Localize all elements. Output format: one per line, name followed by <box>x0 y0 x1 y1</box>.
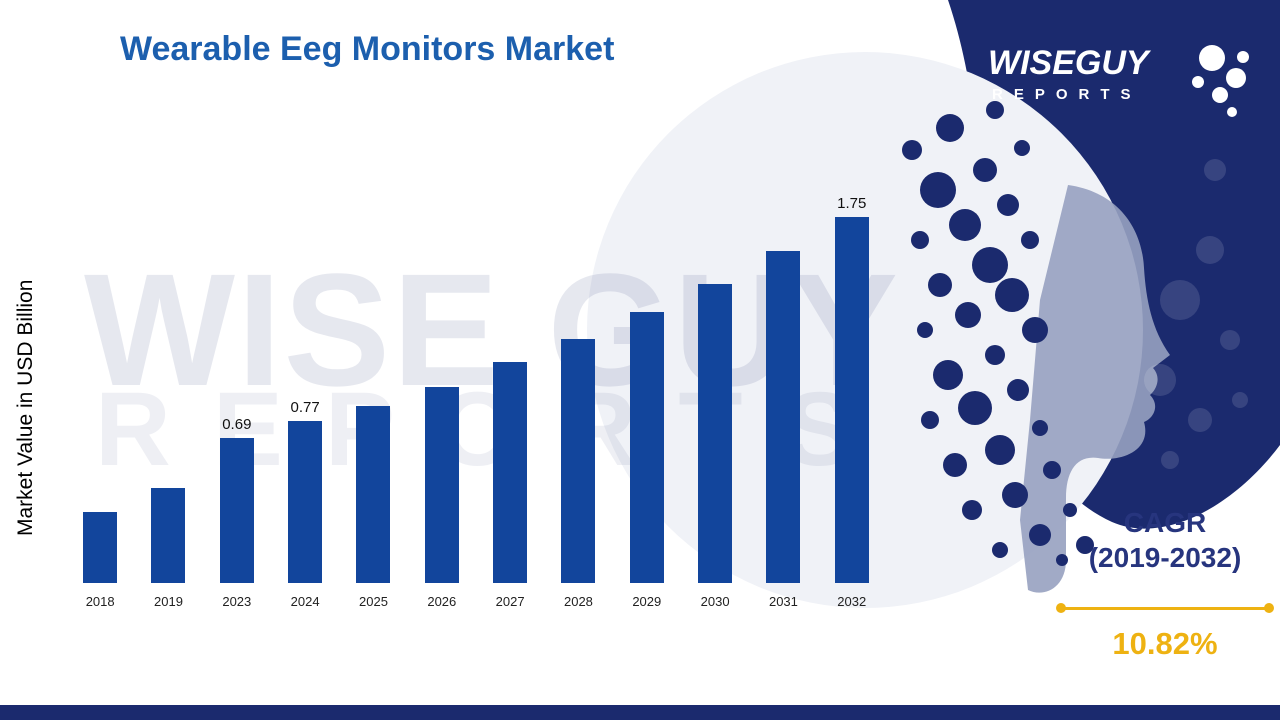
bar-group: 2029 <box>613 195 681 609</box>
x-axis-tick-label: 2031 <box>768 594 798 609</box>
cagr-label: CAGR <box>1123 507 1207 538</box>
cagr-block: CAGR (2019-2032) 10.82% <box>1056 505 1274 662</box>
bar-group: 2030 <box>681 195 749 609</box>
bar-value-label: 1.75 <box>837 195 867 212</box>
bar-group: 2028 <box>544 195 612 609</box>
x-axis-tick-label: 2030 <box>700 594 730 609</box>
x-axis-tick-label: 2032 <box>837 594 867 609</box>
bar-group: 2026 <box>408 195 476 609</box>
bar <box>493 362 528 583</box>
x-axis-tick-label: 2018 <box>85 594 115 609</box>
bar <box>766 251 801 583</box>
x-axis-tick-label: 2023 <box>222 594 252 609</box>
bar <box>151 488 186 583</box>
bar-group: 2031 <box>749 195 817 609</box>
bar <box>83 512 118 583</box>
brand-logo-wordmark: WISEGUY <box>988 44 1149 82</box>
bar <box>288 421 323 583</box>
bar <box>698 284 733 583</box>
bar <box>629 312 664 583</box>
bar-group: 1.75 2032 <box>818 195 886 609</box>
bar-value-label: 0.69 <box>222 416 252 433</box>
bar <box>561 339 596 583</box>
x-axis-tick-label: 2029 <box>632 594 662 609</box>
bar <box>219 438 254 583</box>
x-axis-tick-label: 2025 <box>359 594 388 609</box>
bar-group: 2019 <box>134 195 202 609</box>
bar-group: 0.69 2023 <box>203 195 271 609</box>
cagr-divider-line <box>1056 603 1274 613</box>
face-dots-decoration <box>902 101 1094 566</box>
brand-logo: WISEGUY REPORTS <box>988 44 1149 103</box>
cagr-value: 10.82% <box>1112 626 1218 661</box>
footer-bar <box>0 705 1280 720</box>
bar <box>356 406 391 583</box>
x-axis-tick-label: 2024 <box>290 594 320 609</box>
bar <box>424 387 459 583</box>
cagr-range: (2019-2032) <box>1088 542 1242 573</box>
bar-group: 2025 <box>339 195 407 609</box>
bar-group: 2018 <box>66 195 134 609</box>
logo-face-icon <box>1192 45 1249 117</box>
y-axis-label: Market Value in USD Billion <box>14 279 37 536</box>
navy-inner-dots <box>1144 159 1248 469</box>
page-title: Wearable Eeg Monitors Market <box>120 30 615 68</box>
x-axis-tick-label: 2019 <box>154 594 183 609</box>
bar-group: 0.77 2024 <box>271 195 339 609</box>
bar-value-label: 0.77 <box>290 399 320 416</box>
brand-logo-subtitle: REPORTS <box>992 86 1142 103</box>
x-axis-tick-label: 2026 <box>427 594 457 609</box>
x-axis-tick-label: 2027 <box>495 594 525 609</box>
bar-group: 2027 <box>476 195 544 609</box>
x-axis-tick-label: 2028 <box>563 594 593 609</box>
bar <box>834 217 869 583</box>
bar-chart: 2018 2019 0.69 2023 0.77 2024 2025 2026 2027 2028… <box>66 195 886 609</box>
